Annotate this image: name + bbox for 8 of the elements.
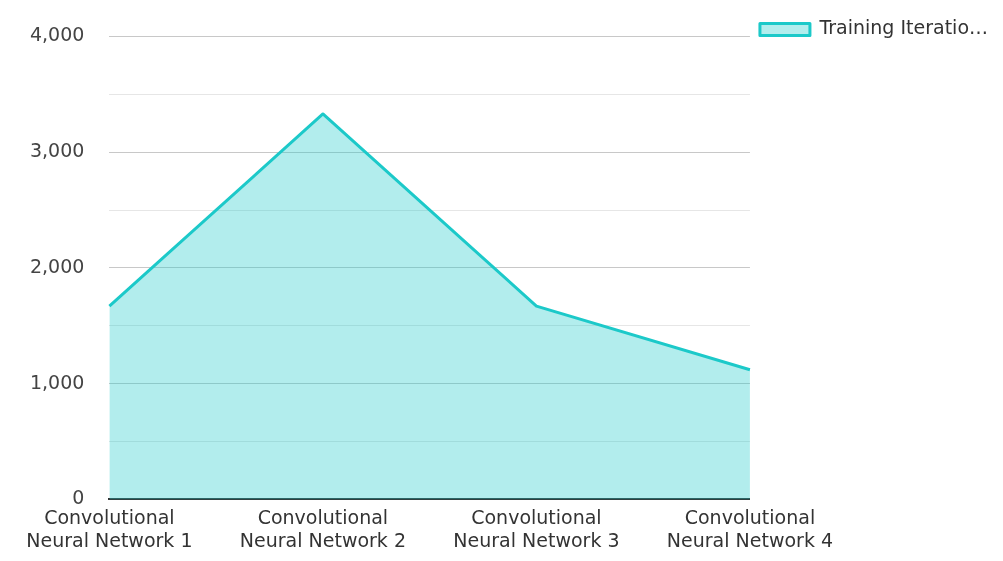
x-tick-label: Convolutional Neural Network 2 — [239, 505, 406, 551]
y-tick-label: 3,000 — [29, 139, 85, 162]
x-tick-label: Convolutional Neural Network 3 — [453, 505, 620, 551]
y-tick-label: 4,000 — [29, 23, 85, 46]
y-tick-label: 1,000 — [29, 370, 85, 393]
y-tick-label: 2,000 — [29, 254, 85, 277]
x-tick-label: Convolutional Neural Network 4 — [666, 505, 834, 551]
legend-label: Training Iteratio… — [818, 16, 988, 39]
